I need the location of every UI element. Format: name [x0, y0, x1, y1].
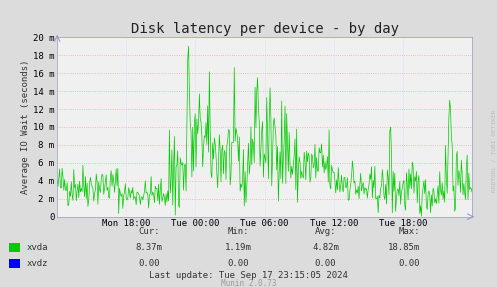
Text: 4.82m: 4.82m: [312, 243, 339, 252]
Text: RRDTOOL / TOBI OETIKER: RRDTOOL / TOBI OETIKER: [491, 109, 496, 191]
Text: 0.00: 0.00: [228, 259, 249, 268]
Text: Min:: Min:: [228, 227, 249, 236]
Text: Munin 2.0.73: Munin 2.0.73: [221, 279, 276, 287]
Text: 1.19m: 1.19m: [225, 243, 252, 252]
Text: 0.00: 0.00: [138, 259, 160, 268]
Text: Cur:: Cur:: [138, 227, 160, 236]
Text: 0.00: 0.00: [399, 259, 420, 268]
Text: Last update: Tue Sep 17 23:15:05 2024: Last update: Tue Sep 17 23:15:05 2024: [149, 272, 348, 280]
Text: Avg:: Avg:: [315, 227, 336, 236]
Text: xvdz: xvdz: [26, 259, 48, 268]
Text: xvda: xvda: [26, 243, 48, 252]
Text: 0.00: 0.00: [315, 259, 336, 268]
Y-axis label: Average IO Wait (seconds): Average IO Wait (seconds): [21, 60, 30, 194]
Text: 8.37m: 8.37m: [136, 243, 163, 252]
Text: 18.85m: 18.85m: [388, 243, 420, 252]
Text: Max:: Max:: [399, 227, 420, 236]
Title: Disk latency per device - by day: Disk latency per device - by day: [131, 22, 399, 36]
